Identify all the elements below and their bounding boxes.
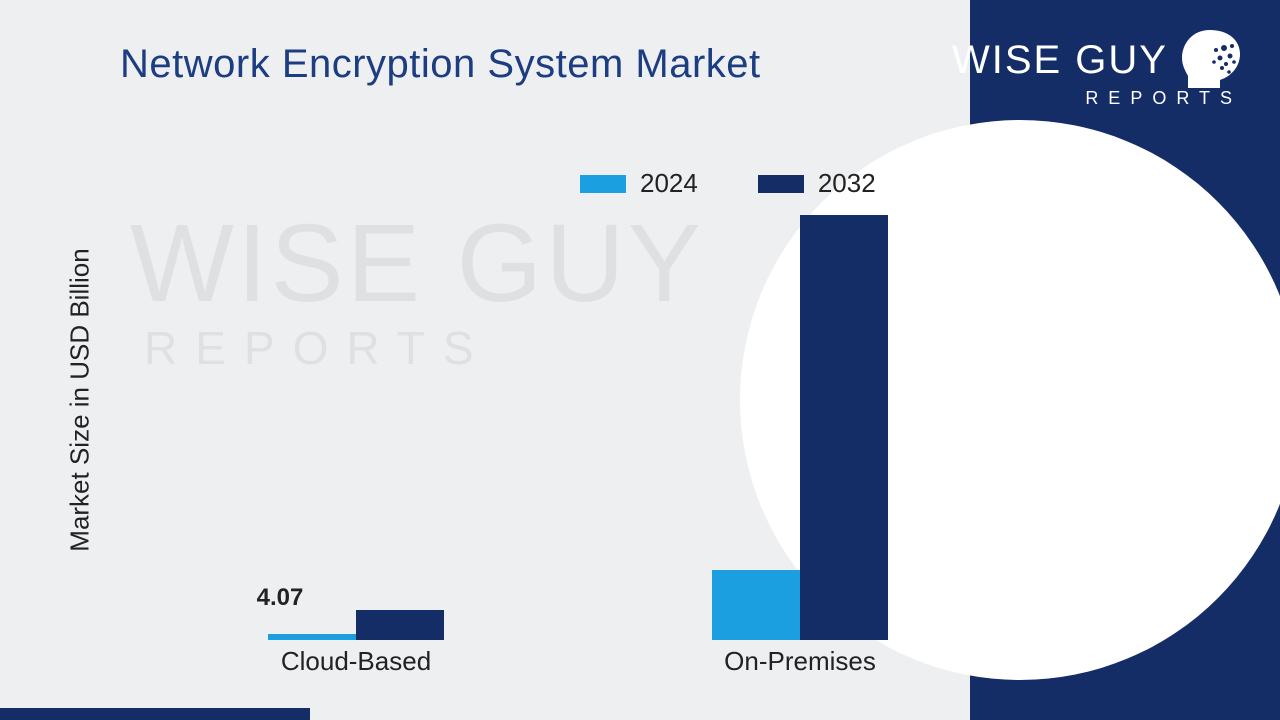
x-category-label: On-Premises [724,646,876,677]
bar-value-label: 4.07 [257,584,304,612]
bar [712,570,800,640]
legend-label: 2032 [818,168,876,199]
bar [800,215,888,640]
bottom-strip [0,708,310,720]
chart-canvas: WISE GUY REPORTS Network Encryption Syst… [0,0,1280,720]
legend-item-2032: 2032 [758,168,876,199]
bar [356,610,444,640]
legend-swatch-2024 [580,175,626,193]
legend-swatch-2032 [758,175,804,193]
bar [268,634,356,640]
plot-area: Cloud-BasedOn-Premises4.07 [120,200,940,640]
chart-title: Network Encryption System Market [120,42,761,87]
legend-item-2024: 2024 [580,168,698,199]
legend: 2024 2032 [580,168,876,199]
legend-label: 2024 [640,168,698,199]
x-category-label: Cloud-Based [281,646,431,677]
y-axis-label: Market Size in USD Billion [65,248,96,551]
